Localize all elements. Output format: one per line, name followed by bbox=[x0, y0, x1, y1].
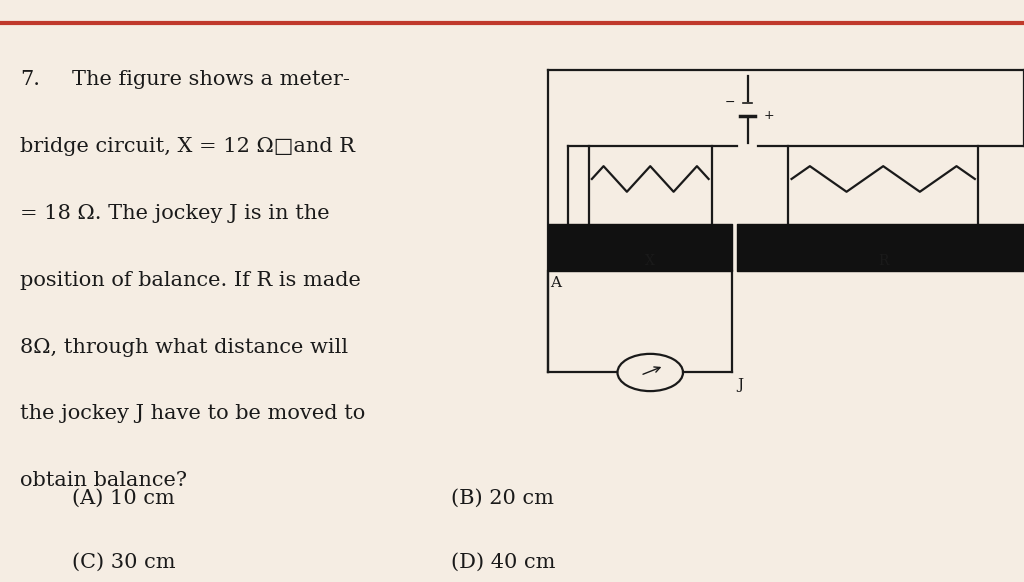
Text: bridge circuit, X = 12 Ω□and R: bridge circuit, X = 12 Ω□and R bbox=[20, 137, 355, 156]
Text: 8Ω, through what distance will: 8Ω, through what distance will bbox=[20, 338, 348, 357]
Text: (C) 30 cm: (C) 30 cm bbox=[72, 553, 175, 572]
Text: obtain balance?: obtain balance? bbox=[20, 471, 187, 491]
Text: +: + bbox=[763, 109, 774, 122]
Text: 7.: 7. bbox=[20, 70, 41, 89]
Text: (B) 20 cm: (B) 20 cm bbox=[451, 489, 554, 508]
Text: X: X bbox=[645, 254, 655, 268]
Text: −: − bbox=[725, 96, 735, 109]
Text: R: R bbox=[878, 254, 889, 268]
Text: The figure shows a meter-: The figure shows a meter- bbox=[72, 70, 349, 89]
Text: A: A bbox=[550, 276, 561, 290]
Text: (A) 10 cm: (A) 10 cm bbox=[72, 489, 174, 508]
Text: the jockey J have to be moved to: the jockey J have to be moved to bbox=[20, 404, 366, 424]
Text: J: J bbox=[737, 378, 743, 392]
Text: = 18 Ω. The jockey J is in the: = 18 Ω. The jockey J is in the bbox=[20, 204, 330, 223]
Text: position of balance. If R is made: position of balance. If R is made bbox=[20, 271, 361, 290]
Text: (D) 40 cm: (D) 40 cm bbox=[451, 553, 555, 572]
